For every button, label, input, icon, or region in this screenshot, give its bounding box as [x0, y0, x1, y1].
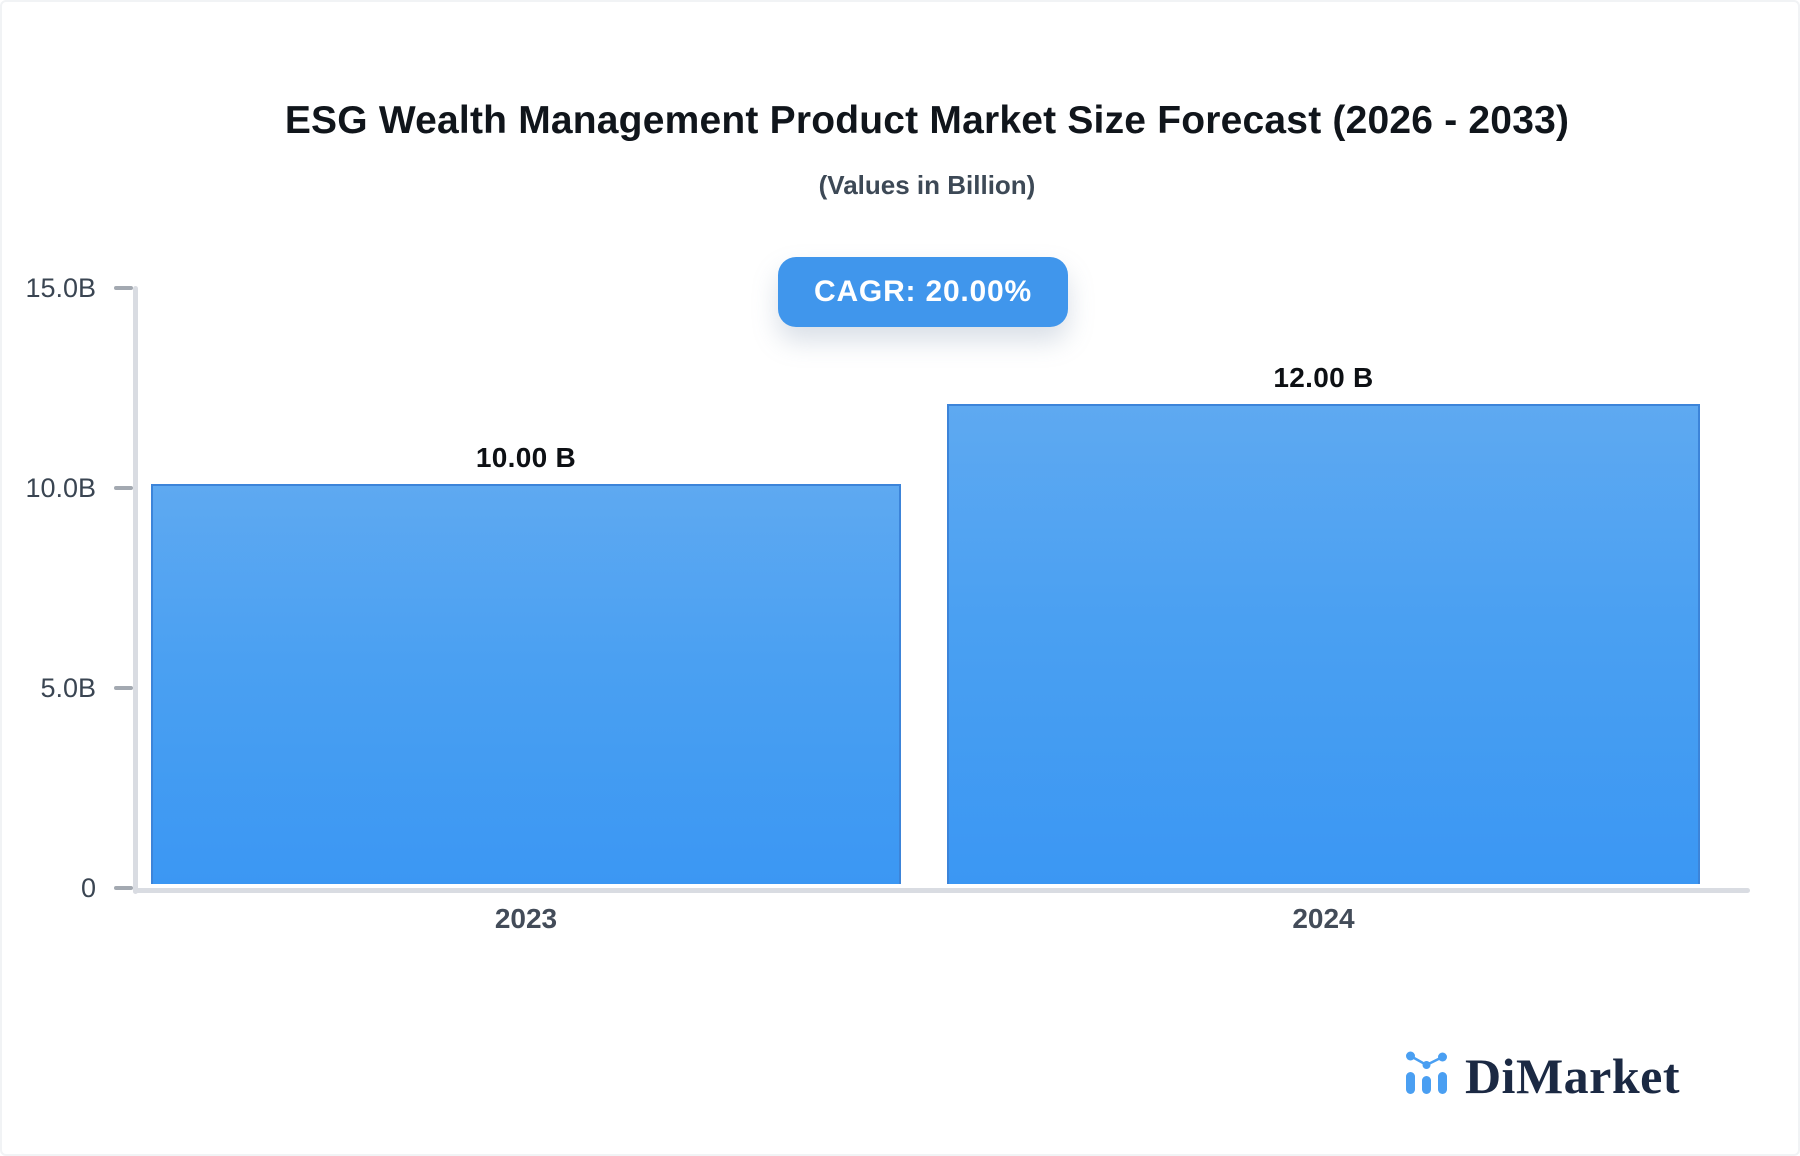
cagr-badge: CAGR: 20.00% [778, 257, 1069, 327]
y-axis-tick-label-10b: 10.0B [25, 473, 96, 503]
y-axis-tick-mark [114, 886, 133, 890]
chart-title: ESG Wealth Management Product Market Siz… [284, 99, 1570, 142]
x-axis-tick-label-2023: 2023 [494, 903, 558, 934]
x-axis-tick-label-2024: 2024 [1292, 903, 1355, 934]
bar-value-label-2023: 10.00 B [475, 442, 577, 473]
bar-group-2024: 12.00 B [947, 362, 1700, 884]
y-axis-tick-mark [114, 486, 133, 490]
dimarket-logo: DiMarket [1404, 1040, 1680, 1104]
mini-bar-line-chart-icon [1405, 1051, 1447, 1094]
bar-group-2023: 10.00 B [151, 442, 901, 884]
x-axis-baseline [133, 888, 1750, 893]
cagr-badge-label: CAGR: 20.00% [814, 275, 1033, 308]
dimarket-logo-text: DiMarket [1464, 1048, 1680, 1104]
y-axis-tick-label-5b: 5.0B [40, 673, 96, 703]
y-axis-tick-mark [114, 686, 133, 690]
y-axis-line [133, 286, 138, 894]
bar-2023 [151, 484, 901, 884]
y-axis-tick-mark [114, 286, 133, 290]
bar-value-label-2024: 12.00 B [1273, 362, 1374, 393]
bar-2024 [947, 404, 1700, 884]
y-axis-tick-label-0: 0 [80, 873, 96, 903]
y-axis-tick-label-15b: 15.0B [25, 273, 96, 303]
chart-subtitle: (Values in Billion) [818, 170, 1036, 200]
